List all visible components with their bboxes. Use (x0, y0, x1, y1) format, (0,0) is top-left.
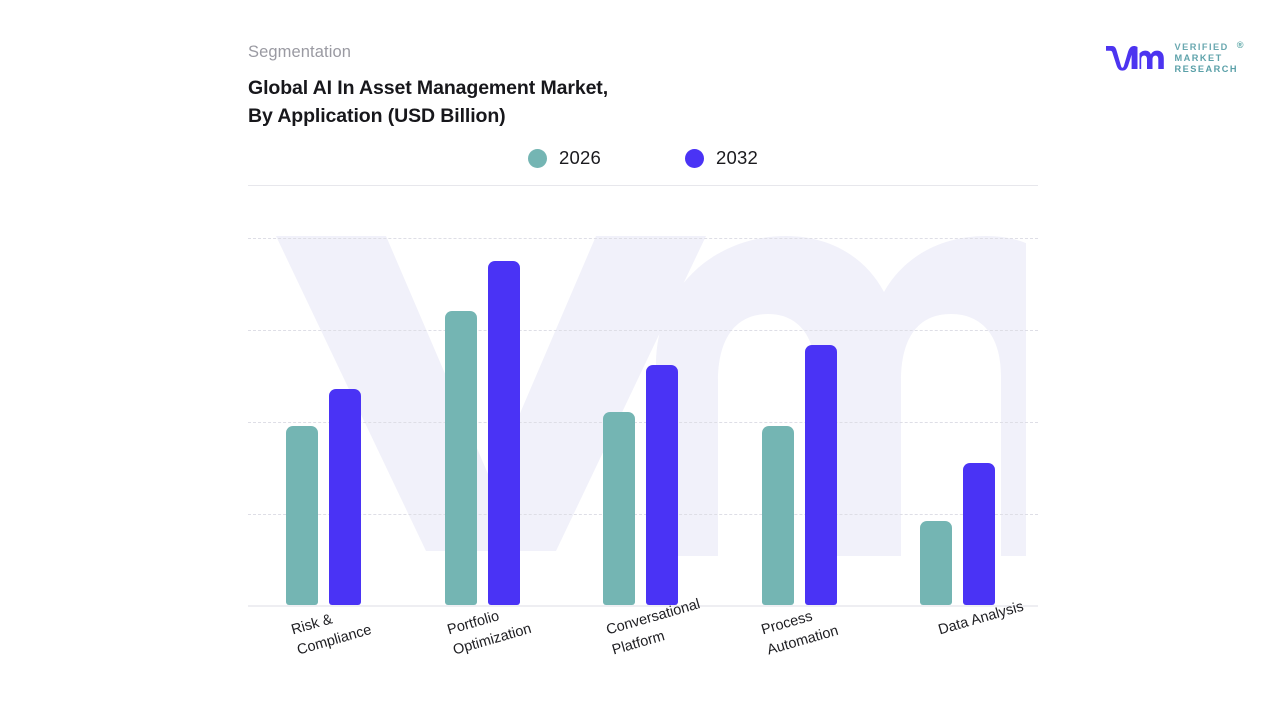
segmentation-label: Segmentation (248, 43, 352, 61)
bar-2032-2[interactable] (646, 364, 678, 605)
bar-2026-0[interactable] (286, 425, 318, 605)
registered-trademark-icon: ® (1236, 40, 1245, 50)
bar-group-2 (603, 186, 678, 605)
bar-2026-2[interactable] (603, 411, 635, 605)
gridline-3 (248, 330, 1038, 331)
x-axis-labels: Risk & Compliance Portfolio Optimization Con… (248, 596, 1038, 707)
bar-2032-4[interactable] (963, 463, 995, 605)
bar-2032-0[interactable] (329, 388, 361, 605)
bar-groups (248, 186, 1038, 606)
vmr-logo-text: VERIFIED MARKET RESEARCH ® (1174, 40, 1243, 75)
vmr-logo: VERIFIED MARKET RESEARCH ® (1104, 40, 1243, 75)
logo-line-verified: VERIFIED (1174, 42, 1229, 52)
legend-swatch-2032 (685, 148, 704, 168)
bar-2026-4[interactable] (920, 521, 952, 605)
chart-legend: 2026 2032 (248, 147, 1038, 169)
legend-label-2026: 2026 (559, 147, 601, 168)
page-title-line-1: Global AI In Asset Management Market, (248, 76, 609, 99)
vmr-logo-mark-icon (1106, 46, 1165, 71)
bar-group-1 (444, 186, 520, 605)
legend-swatch-2026 (528, 148, 548, 168)
axis-baseline (248, 605, 1038, 607)
x-axis-label-3: Process Automation (759, 601, 841, 661)
gridline-4 (248, 238, 1038, 239)
gridline-2 (248, 422, 1038, 423)
plot-area (248, 186, 1038, 607)
bar-group-3 (761, 186, 837, 605)
x-axis-label-1: Portfolio Optimization (445, 599, 534, 661)
bar-group-0 (286, 186, 361, 605)
logo-line-research: RESEARCH (1174, 63, 1238, 74)
legend-label-2032: 2032 (716, 147, 758, 168)
header-divider (248, 185, 1038, 186)
chart-header: Segmentation Global AI In Asset Manageme… (248, 44, 1038, 144)
x-axis-label-0: Risk & Compliance (289, 600, 374, 661)
legend-item-2032[interactable]: 2032 (685, 147, 758, 169)
bar-2032-1[interactable] (487, 260, 520, 605)
logo-line-market: MARKET (1174, 52, 1223, 63)
page-title: Global AI In Asset Management Market, By… (248, 74, 768, 132)
legend-item-2026[interactable]: 2026 (528, 147, 601, 169)
bar-2032-3[interactable] (804, 344, 837, 605)
bar-2026-3[interactable] (761, 425, 794, 605)
gridline-1 (248, 514, 1038, 515)
bar-group-4 (920, 186, 995, 605)
page-title-line-2: By Application (USD Billion) (248, 105, 506, 128)
bar-2026-1[interactable] (444, 310, 477, 605)
